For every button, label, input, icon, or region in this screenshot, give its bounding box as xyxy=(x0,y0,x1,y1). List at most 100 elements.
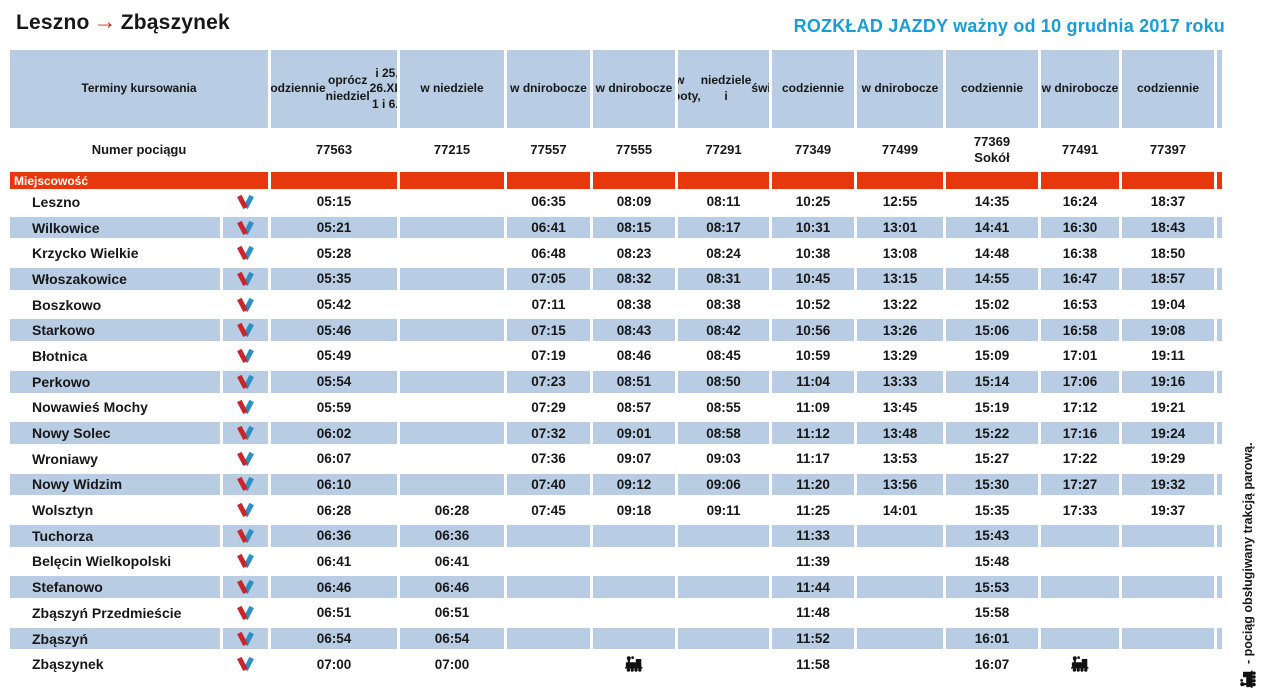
time-cell: 08:32 xyxy=(593,266,675,292)
departure-icon xyxy=(223,368,268,395)
time-cell: 05:21 xyxy=(271,214,397,241)
time-cell: 07:40 xyxy=(507,471,590,498)
time-cell: 11:25 xyxy=(796,502,830,518)
time-cell: 11:33 xyxy=(772,522,854,549)
time-cell: 09:12 xyxy=(593,471,675,498)
time-cell: 15:09 xyxy=(974,348,1010,364)
time-cell: 13:29 xyxy=(882,348,918,364)
time-cell: 19:24 xyxy=(1122,420,1214,446)
table-edge-sliver xyxy=(1217,651,1222,677)
column-terminy-7: w dni robocze xyxy=(857,50,943,128)
time-cell: 08:38 xyxy=(616,297,652,313)
departure-icon xyxy=(223,343,268,369)
time-cell: 10:56 xyxy=(772,317,854,344)
time-cell xyxy=(678,600,769,626)
time-cell: 17:12 xyxy=(1062,399,1098,415)
time-cell: 10:52 xyxy=(795,297,831,313)
station-name: Wilkowice xyxy=(10,214,220,241)
time-cell xyxy=(400,368,504,395)
time-cell: 08:42 xyxy=(678,317,769,344)
column-terminy-4: w dni robocze xyxy=(593,50,675,128)
time-cell: 14:01 xyxy=(882,502,918,518)
validity-title: ROZKŁAD JAZDY ważny od 10 grudnia 2017 r… xyxy=(793,16,1225,36)
table-edge-sliver xyxy=(1217,395,1222,421)
miejscowosc-bar-segment xyxy=(593,172,675,189)
table-edge-sliver xyxy=(1217,343,1222,369)
time-cell: 13:22 xyxy=(882,297,918,313)
time-cell: 08:57 xyxy=(616,399,652,415)
time-cell xyxy=(593,522,675,549)
time-cell xyxy=(507,651,590,677)
time-cell: 16:24 xyxy=(1062,194,1098,210)
time-cell: 19:04 xyxy=(1150,297,1186,313)
time-cell: 13:53 xyxy=(882,451,918,467)
time-cell: 16:07 xyxy=(974,656,1010,672)
time-cell xyxy=(857,549,943,575)
time-cell: 06:41 xyxy=(434,553,470,569)
time-cell xyxy=(593,600,675,626)
time-cell: 14:35 xyxy=(974,194,1010,210)
station-name: Nowy Widzim xyxy=(10,471,220,498)
train-number-1: 77563 xyxy=(271,128,397,172)
time-cell: 08:24 xyxy=(706,245,741,261)
time-cell: 12:55 xyxy=(882,194,918,210)
time-cell: 07:32 xyxy=(507,420,590,446)
page-title: Leszno → Zbąszynek xyxy=(16,8,230,35)
time-cell xyxy=(400,420,504,446)
time-cell: 15:48 xyxy=(974,553,1010,569)
time-cell: 10:45 xyxy=(772,266,854,292)
time-cell: 06:46 xyxy=(400,574,504,600)
time-cell: 06:41 xyxy=(507,214,590,241)
time-cell: 08:15 xyxy=(593,214,675,241)
station-name: Belęcin Wielkopolski xyxy=(32,553,172,570)
time-cell: 05:46 xyxy=(271,317,397,344)
time-cell xyxy=(507,625,590,652)
time-cell: 06:51 xyxy=(434,605,470,621)
time-cell: 17:33 xyxy=(1062,502,1098,518)
table-edge-sliver xyxy=(1217,471,1222,498)
time-cell xyxy=(400,266,504,292)
steam-legend: - pociąg obsługiwany trakcją parową. xyxy=(1236,376,1260,688)
time-cell xyxy=(1122,651,1214,677)
timetable: Terminy kursowaniacodziennieoprócz niedz… xyxy=(10,50,1232,677)
time-cell: 06:46 xyxy=(271,574,397,600)
time-cell: 15:19 xyxy=(974,399,1010,415)
table-edge-sliver xyxy=(1217,172,1222,189)
time-cell: 15:53 xyxy=(946,574,1038,600)
departure-icon xyxy=(223,317,268,344)
time-cell xyxy=(507,549,590,575)
time-cell: 07:05 xyxy=(507,266,590,292)
time-cell xyxy=(1122,600,1214,626)
time-cell: 07:45 xyxy=(531,502,566,518)
time-cell xyxy=(400,446,504,472)
time-cell: 07:19 xyxy=(531,348,566,364)
departure-icon xyxy=(223,189,268,215)
time-cell: 17:27 xyxy=(1041,471,1119,498)
time-cell: 09:18 xyxy=(616,502,652,518)
time-cell: 14:48 xyxy=(974,245,1010,261)
time-cell: 14:55 xyxy=(946,266,1038,292)
table-edge-sliver xyxy=(1217,446,1222,472)
station-name: Nowy Solec xyxy=(10,420,220,446)
title-to: Zbąszynek xyxy=(120,11,230,34)
table-edge-sliver xyxy=(1217,497,1222,523)
time-cell: 08:55 xyxy=(706,399,741,415)
station-name: Zbąszynek xyxy=(32,656,104,673)
time-cell: 08:31 xyxy=(678,266,769,292)
time-cell xyxy=(1122,574,1214,600)
table-edge-sliver xyxy=(1217,292,1222,318)
time-cell: 07:00 xyxy=(316,656,352,672)
time-cell: 07:23 xyxy=(507,368,590,395)
time-cell: 19:29 xyxy=(1150,451,1186,467)
time-cell: 06:54 xyxy=(271,625,397,652)
time-cell: 17:16 xyxy=(1041,420,1119,446)
time-cell: 16:38 xyxy=(1062,245,1098,261)
miejscowosc-bar-segment xyxy=(507,172,590,189)
time-cell: 11:48 xyxy=(796,605,830,621)
steam-locomotive-icon xyxy=(593,651,675,677)
time-cell: 18:57 xyxy=(1122,266,1214,292)
time-cell: 10:25 xyxy=(795,194,831,210)
time-cell: 13:15 xyxy=(857,266,943,292)
time-cell: 15:35 xyxy=(974,502,1010,518)
time-cell: 18:43 xyxy=(1122,214,1214,241)
